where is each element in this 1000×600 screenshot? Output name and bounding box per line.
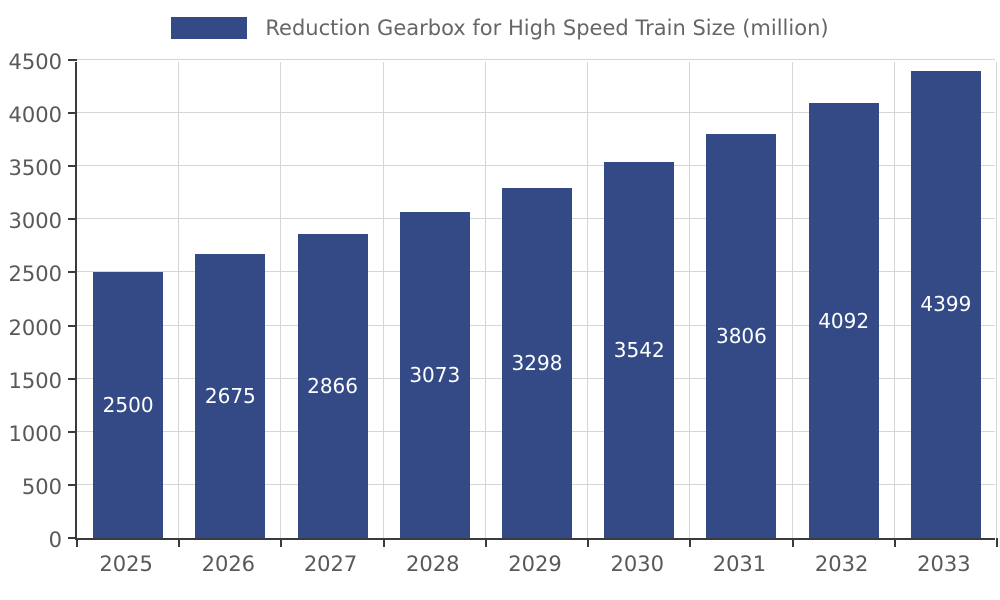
y-tick-label: 2000 xyxy=(8,315,62,340)
y-axis-tick xyxy=(68,165,77,168)
legend-swatch xyxy=(171,17,248,39)
bar-value-label: 2866 xyxy=(307,373,358,398)
vertical-gridline xyxy=(587,62,589,538)
x-axis-tick xyxy=(280,538,283,547)
y-tick-label: 3000 xyxy=(8,209,62,234)
bar-value-label: 4092 xyxy=(818,308,870,333)
y-axis-tick xyxy=(68,430,77,433)
x-tick-label: 2031 xyxy=(712,552,767,576)
bar-value-label: 2500 xyxy=(102,393,154,418)
x-axis-labels: 2025 2026 2027 2028 2029 2030 2031 2032 2033 xyxy=(75,552,995,582)
bar: 2866 xyxy=(297,233,368,538)
vertical-gridline xyxy=(791,62,793,538)
x-axis-tick xyxy=(382,538,385,547)
x-axis-tick xyxy=(791,538,794,547)
horizontal-gridline xyxy=(77,59,995,60)
y-tick-label: 500 xyxy=(21,474,62,499)
x-axis-tick xyxy=(76,538,78,547)
bar-value-label: 3073 xyxy=(409,362,461,387)
bar: 4092 xyxy=(808,103,879,538)
x-axis-tick xyxy=(689,538,692,547)
y-axis-tick xyxy=(68,59,77,61)
bar: 2500 xyxy=(93,272,164,538)
x-tick-label: 2027 xyxy=(303,552,358,576)
horizontal-gridline xyxy=(77,165,995,167)
y-axis-tick xyxy=(68,377,77,380)
y-tick-label: 1500 xyxy=(8,368,62,393)
vertical-gridline xyxy=(178,62,180,538)
y-tick-label: 0 xyxy=(48,528,62,552)
vertical-gridline xyxy=(893,62,895,538)
vertical-gridline xyxy=(996,62,997,538)
y-tick-label: 3500 xyxy=(8,156,62,181)
y-axis-tick xyxy=(68,112,77,115)
bar-value-label: 3542 xyxy=(613,337,665,362)
y-tick-label: 2500 xyxy=(8,262,62,287)
x-axis-tick xyxy=(484,538,487,547)
x-tick-label: 2032 xyxy=(814,552,869,576)
legend-label: Reduction Gearbox for High Speed Train S… xyxy=(265,16,829,40)
bar: 3298 xyxy=(502,187,572,538)
vertical-gridline xyxy=(382,62,384,538)
y-axis-tick xyxy=(68,537,77,539)
bar: 3542 xyxy=(604,161,675,538)
horizontal-gridline xyxy=(77,112,995,114)
vertical-gridline xyxy=(689,62,691,538)
bar-value-label: 2675 xyxy=(204,383,256,408)
vertical-gridline xyxy=(484,62,486,538)
bar-value-label: 4399 xyxy=(920,292,972,317)
bar: 2675 xyxy=(195,253,266,538)
y-axis-tick xyxy=(68,324,77,327)
bar-value-label: 3806 xyxy=(715,323,767,348)
x-axis-tick xyxy=(178,538,181,547)
chart-legend: Reduction Gearbox for High Speed Train S… xyxy=(0,14,1000,42)
bar-value-label: 3298 xyxy=(511,350,563,375)
plot-area: 2500 2675 2866 3073 3298 3542 3806 4092 4399 xyxy=(68,59,998,547)
vertical-gridline xyxy=(280,62,282,538)
x-tick-label: 2025 xyxy=(99,552,153,576)
x-tick-label: 2030 xyxy=(610,552,664,576)
x-axis-tick xyxy=(587,538,590,547)
x-axis-tick xyxy=(996,538,998,547)
y-axis-tick xyxy=(68,218,77,221)
x-tick-label: 2033 xyxy=(917,552,971,576)
bar: 3806 xyxy=(706,133,777,538)
bar: 3073 xyxy=(399,211,470,538)
y-axis-tick xyxy=(68,483,77,486)
x-axis-tick xyxy=(893,538,896,547)
y-tick-label: 1000 xyxy=(8,421,62,446)
x-tick-label: 2026 xyxy=(201,552,256,576)
bar: 4399 xyxy=(910,70,981,538)
y-axis-labels: 0 500 1000 1500 2000 2500 3000 3500 4000 4500 xyxy=(0,50,62,552)
x-tick-label: 2029 xyxy=(508,552,562,576)
y-tick-label: 4000 xyxy=(8,103,62,128)
x-tick-label: 2028 xyxy=(406,552,460,576)
y-tick-label: 4500 xyxy=(8,50,62,74)
y-axis-tick xyxy=(68,271,77,274)
